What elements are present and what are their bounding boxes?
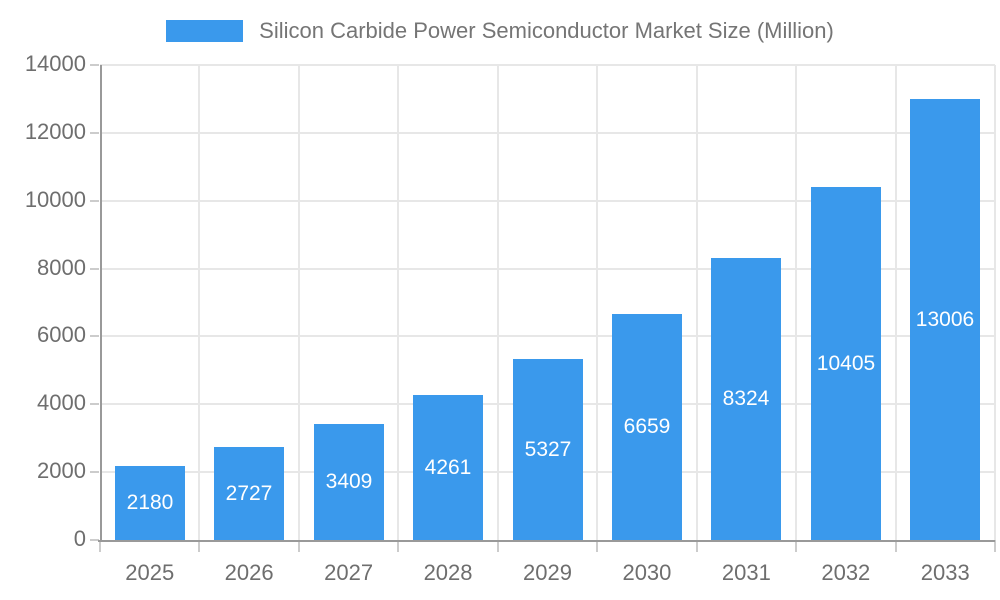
legend-item[interactable]: Silicon Carbide Power Semiconductor Mark… xyxy=(0,18,1000,44)
v-gridline xyxy=(397,65,400,540)
v-gridline xyxy=(994,65,996,540)
y-axis-tick-label: 12000 xyxy=(24,118,86,144)
bar-value-label: 2180 xyxy=(126,491,174,514)
x-axis-tick xyxy=(695,540,698,552)
bar-value-label: 5327 xyxy=(524,437,572,461)
legend-swatch-icon xyxy=(166,20,244,42)
v-gridline xyxy=(496,65,499,540)
y-axis-tick-label: 10000 xyxy=(24,186,86,212)
v-gridline xyxy=(695,65,698,540)
x-axis-tick-label: 2029 xyxy=(523,560,572,585)
y-axis-tick xyxy=(90,199,99,202)
bar-2032[interactable]: 10405 xyxy=(811,187,881,540)
x-axis-tick xyxy=(496,540,499,552)
x-axis-tick-label: 2030 xyxy=(622,560,672,585)
x-axis-tick-label: 2032 xyxy=(821,560,871,585)
x-axis-tick-label: 2026 xyxy=(224,560,274,585)
bar-value-label: 4261 xyxy=(424,455,472,479)
y-axis-tick-label: 14000 xyxy=(24,51,86,76)
x-axis-tick xyxy=(894,540,897,552)
v-gridline xyxy=(894,65,897,540)
x-axis-tick xyxy=(198,540,201,552)
y-axis-tick xyxy=(90,335,99,338)
y-axis-tick-label: 6000 xyxy=(37,322,86,348)
y-axis-tick-label: 2000 xyxy=(37,458,86,484)
v-gridline xyxy=(198,65,201,540)
x-axis-tick xyxy=(795,540,798,552)
y-axis-tick-label: 0 xyxy=(73,526,86,551)
bar-2029[interactable]: 5327 xyxy=(513,359,583,540)
x-axis-tick xyxy=(397,540,400,552)
x-axis-tick-label: 2031 xyxy=(721,560,771,585)
bar-2031[interactable]: 8324 xyxy=(711,258,781,540)
x-axis-tick xyxy=(297,540,300,552)
y-axis-line xyxy=(100,65,102,542)
legend-label: Silicon Carbide Power Semiconductor Mark… xyxy=(259,18,834,43)
bar-2026[interactable]: 2727 xyxy=(214,447,284,540)
bar-value-label: 3409 xyxy=(325,470,373,493)
v-gridline xyxy=(795,65,798,540)
h-gridline xyxy=(100,64,995,66)
y-axis-tick xyxy=(90,267,99,270)
x-axis-tick-label: 2025 xyxy=(125,560,175,585)
y-axis-tick-label: 8000 xyxy=(37,254,86,280)
bar-value-label: 6659 xyxy=(623,415,671,438)
bar-2027[interactable]: 3409 xyxy=(314,424,384,540)
x-axis-tick-label: 2033 xyxy=(920,560,970,585)
bar-2030[interactable]: 6659 xyxy=(612,314,682,540)
y-axis-tick-label: 4000 xyxy=(37,390,86,416)
bar-value-label: 8324 xyxy=(722,387,770,410)
bar-value-label: 10405 xyxy=(816,351,876,375)
y-axis-tick xyxy=(90,471,99,474)
y-axis-tick xyxy=(90,131,99,134)
bar-value-label: 13006 xyxy=(915,307,975,331)
v-gridline xyxy=(297,65,300,540)
y-axis-tick xyxy=(90,64,99,66)
bar-2033[interactable]: 13006 xyxy=(910,99,980,540)
x-axis-tick xyxy=(994,540,996,552)
bar-value-label: 2727 xyxy=(225,481,273,505)
x-axis-tick xyxy=(99,540,101,552)
y-axis-tick xyxy=(90,539,99,541)
x-axis-tick-label: 2027 xyxy=(324,560,374,585)
y-axis-tick xyxy=(90,403,99,406)
h-gridline xyxy=(100,131,995,134)
x-axis-tick-label: 2028 xyxy=(423,560,473,585)
plot-area: 0 2000 4000 6000 8000 10000 12000 14000 2180 2025… xyxy=(25,51,996,585)
v-gridline xyxy=(596,65,599,540)
bar-2025[interactable]: 2180 xyxy=(115,466,185,540)
x-axis-line xyxy=(98,540,995,542)
x-axis-tick xyxy=(596,540,599,552)
bar-2028[interactable]: 4261 xyxy=(413,395,483,540)
